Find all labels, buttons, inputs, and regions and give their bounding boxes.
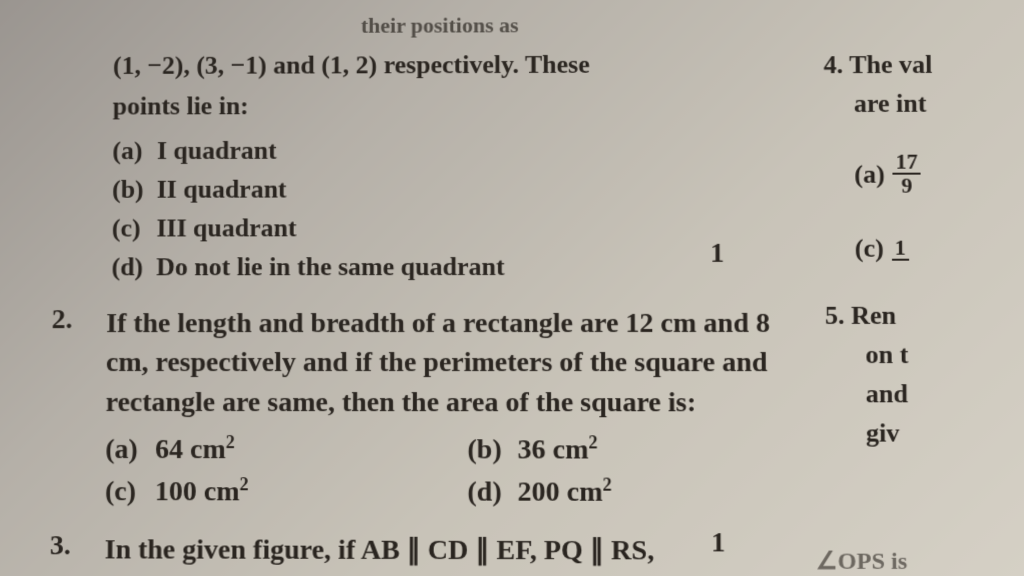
q1-option-a: (a) I quadrant bbox=[112, 130, 810, 170]
fraction: 17 9 bbox=[893, 151, 921, 197]
q1-intro-line1: (1, −2), (3, −1) and (1, 2) respectively… bbox=[113, 47, 810, 82]
q1-marks: 1 bbox=[710, 238, 724, 270]
q5-text4: giv bbox=[866, 413, 1024, 452]
q2-text: If the length and breadth of a rectangle… bbox=[106, 304, 812, 422]
option-label: (a) bbox=[112, 131, 157, 170]
option-label: (d) bbox=[111, 248, 156, 287]
frac-numerator: 1 bbox=[892, 236, 909, 260]
q5-text2: on t bbox=[865, 335, 1024, 374]
q1-intro-line2: points lie in: bbox=[113, 89, 810, 124]
option-value: 64 cm2 bbox=[155, 432, 235, 466]
option-text: I quadrant bbox=[157, 131, 277, 170]
fraction: 1 bbox=[892, 236, 909, 260]
option-label: (a) bbox=[854, 154, 885, 193]
option-label: (c) bbox=[105, 476, 155, 508]
q1-option-b: (b) II quadrant bbox=[112, 169, 810, 209]
option-text: Do not lie in the same quadrant bbox=[156, 247, 504, 286]
option-value: 200 cm2 bbox=[518, 475, 612, 510]
option-text: II quadrant bbox=[157, 170, 287, 209]
q1-intro: their positions as bbox=[361, 11, 810, 41]
q2-option-b: (b) 36 cm2 bbox=[467, 432, 811, 467]
q3-block: 3. In the given figure, if AB ∥ CD ∥ EF,… bbox=[50, 531, 813, 572]
q3-text: In the given figure, if AB ∥ CD ∥ EF, PQ… bbox=[105, 531, 813, 572]
right-option-a: (a) 17 9 bbox=[854, 150, 1024, 196]
right-column: 4. The val are int (a) 17 9 (c) 1 5. Ren… bbox=[823, 15, 1024, 453]
q1-block: their positions as (1, −2), (3, −1) and … bbox=[52, 11, 811, 287]
frac-denominator: 9 bbox=[893, 175, 921, 197]
q4-text1: The val bbox=[849, 50, 932, 79]
bottom-partial: ∠OPS is bbox=[816, 546, 907, 576]
q5-number: 5. bbox=[825, 301, 845, 330]
option-label: (b) bbox=[112, 170, 157, 209]
option-value: 36 cm2 bbox=[518, 432, 598, 467]
q2-options-grid: (a) 64 cm2 (b) 36 cm2 (c) 100 cm2 (d) 20… bbox=[105, 432, 812, 510]
option-label: (c) bbox=[112, 209, 157, 248]
option-label: (a) bbox=[105, 434, 155, 466]
q3-number: 3. bbox=[50, 531, 71, 563]
q2-option-c: (c) 100 cm2 bbox=[105, 474, 447, 509]
q5-text1: Ren bbox=[851, 301, 896, 330]
q2-option-d: (d) 200 cm2 bbox=[467, 475, 812, 510]
option-label: (c) bbox=[855, 229, 884, 268]
option-label: (d) bbox=[467, 477, 517, 509]
q2-number: 2. bbox=[52, 304, 73, 336]
q2-block: 2. If the length and breadth of a rectan… bbox=[50, 304, 812, 509]
q4-text2: are int bbox=[854, 84, 1024, 123]
page-container: their positions as (1, −2), (3, −1) and … bbox=[20, 10, 1009, 568]
option-text: III quadrant bbox=[156, 209, 296, 248]
q4-number: 4. bbox=[824, 50, 844, 79]
option-value: 100 cm2 bbox=[155, 474, 249, 509]
q4-block: 4. The val bbox=[823, 45, 1024, 84]
left-column: their positions as (1, −2), (3, −1) and … bbox=[50, 11, 813, 572]
q5-text3: and bbox=[866, 374, 1024, 413]
frac-numerator: 17 bbox=[893, 151, 921, 175]
q2-option-a: (a) 64 cm2 bbox=[105, 432, 447, 467]
q1-option-d: (d) Do not lie in the same quadrant bbox=[111, 247, 810, 286]
q5-block: 5. Ren bbox=[825, 296, 1024, 335]
q1-option-c: (c) III quadrant bbox=[112, 208, 811, 248]
right-option-c: (c) 1 bbox=[855, 229, 1024, 268]
q1-partial-top: their positions as bbox=[361, 12, 519, 37]
option-label: (b) bbox=[467, 434, 517, 466]
